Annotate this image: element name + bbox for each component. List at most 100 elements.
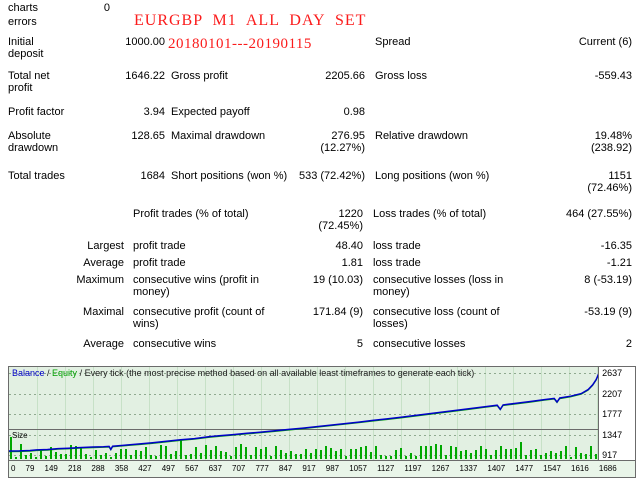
volume-bar xyxy=(350,449,352,459)
initial-deposit-value: 1000.00 xyxy=(125,36,165,48)
volume-bar xyxy=(280,450,282,459)
volume-bar xyxy=(85,454,87,459)
size-pane-separator xyxy=(9,429,599,430)
chart-legend: Balance / Equity / Every tick (the most … xyxy=(12,368,474,378)
x-tick-label: 427 xyxy=(138,464,152,473)
relative-drawdown-label: Relative drawdown xyxy=(375,130,468,142)
short-positions-value: 533 (72.42%) xyxy=(298,170,365,182)
long-positions-value: 1151 (72.46%) xyxy=(587,170,632,194)
row-total-net-profit: Total net profit 1646.22 Gross profit 22… xyxy=(8,70,640,94)
largest-profit-trade-value: 48.40 xyxy=(335,240,363,252)
y-tick-label: 2637 xyxy=(602,368,623,378)
x-tick-label: 1547 xyxy=(543,464,561,473)
volume-bar xyxy=(235,447,237,459)
maximal-consecutive-loss-label: consecutive loss (count of losses) xyxy=(373,306,500,330)
gross-loss-label: Gross loss xyxy=(375,70,427,82)
volume-bar xyxy=(125,449,127,459)
vertical-gridline xyxy=(261,367,262,460)
volume-bar xyxy=(250,455,252,459)
x-tick-label: 1477 xyxy=(515,464,534,473)
volume-bar xyxy=(590,446,592,459)
x-tick-label: 149 xyxy=(44,464,58,473)
volume-bar xyxy=(485,449,487,459)
volume-bar xyxy=(480,446,482,459)
row-average-consecutive: Average consecutive wins 5 consecutive l… xyxy=(8,338,640,350)
volume-bar xyxy=(155,456,157,459)
volume-bar xyxy=(15,457,17,459)
volume-bar xyxy=(345,456,347,459)
x-tick-label: 1197 xyxy=(404,464,422,473)
vertical-gridline xyxy=(457,367,458,460)
vertical-gridline xyxy=(513,367,514,460)
average-loss-trade-value: -1.21 xyxy=(606,257,632,269)
x-tick-label: 567 xyxy=(185,464,199,473)
volume-bar xyxy=(185,455,187,459)
largest-profit-trade-label: profit trade xyxy=(133,240,186,252)
total-trades-value: 1684 xyxy=(140,170,165,182)
volume-bar xyxy=(430,446,432,459)
equity-polyline xyxy=(9,374,599,453)
vertical-gridline xyxy=(317,367,318,460)
volume-bar xyxy=(400,448,402,459)
row-maximal-consecutive: Maximal consecutive profit (count of win… xyxy=(8,306,640,330)
strategy-tester-report: charts 0 errors Initial deposit 1000.00 … xyxy=(8,2,640,350)
x-tick-label: 358 xyxy=(114,464,129,473)
volume-bar xyxy=(490,455,492,459)
volume-bar xyxy=(550,451,552,459)
volume-bar xyxy=(450,446,452,459)
volume-bar xyxy=(540,455,542,459)
volume-bar xyxy=(365,446,367,459)
expected-payoff-label: Expected payoff xyxy=(171,106,250,118)
vertical-gridline xyxy=(345,367,346,460)
volume-bar xyxy=(285,453,287,459)
volume-bar xyxy=(555,453,557,459)
volume-bar xyxy=(390,456,392,459)
average-consecutive-wins-value: 5 xyxy=(356,338,363,350)
volume-bar xyxy=(575,447,577,459)
volume-bar xyxy=(95,450,97,459)
volume-bar xyxy=(500,446,502,459)
volume-bar xyxy=(160,445,162,459)
volume-bar xyxy=(455,447,457,459)
volume-bar xyxy=(255,447,257,459)
volume-bar xyxy=(75,446,77,459)
volume-bar xyxy=(310,453,312,459)
volume-bar xyxy=(360,447,362,459)
vertical-gridline xyxy=(373,367,374,460)
volume-bar xyxy=(295,454,297,459)
vertical-gridline xyxy=(37,367,38,460)
balance-chart: Balance / Equity / Every tick (the most … xyxy=(8,366,636,478)
maximal-consecutive-profit-value: 171.84 (9) xyxy=(312,306,363,318)
volume-bar xyxy=(110,457,112,459)
volume-bar xyxy=(165,446,167,459)
volume-bar xyxy=(515,448,517,459)
volume-bar xyxy=(470,453,472,459)
ea-title-annotation: EURGBP M1 ALL DAY SET xyxy=(134,12,367,29)
largest-loss-trade-value: -16.35 xyxy=(600,240,632,252)
volume-bar xyxy=(70,445,72,459)
volume-bar xyxy=(435,444,437,459)
volume-bar xyxy=(130,455,132,459)
x-tick-label: 1616 xyxy=(571,464,589,473)
average-profit-trade-label: profit trade xyxy=(133,257,186,269)
vertical-gridline xyxy=(121,367,122,460)
chart-x-labels: 0 79 149 218 288 358 427 497 567 637 707 777 847 917 9… xyxy=(9,461,617,473)
volume-bar xyxy=(385,456,387,459)
volume-bar xyxy=(380,455,382,459)
y-tick-label: 2207 xyxy=(602,388,623,399)
volume-bar xyxy=(270,456,272,459)
volume-bar xyxy=(145,447,147,459)
legend-equity-label: Equity xyxy=(52,368,78,378)
volume-bar xyxy=(10,437,12,459)
volume-bar xyxy=(315,449,317,459)
x-tick-label: 987 xyxy=(325,464,340,473)
vertical-gridline xyxy=(541,367,542,460)
volume-bar xyxy=(40,449,42,459)
size-pane-label: Size xyxy=(12,431,28,440)
volume-bar xyxy=(150,455,152,459)
total-net-profit-label: Total net profit xyxy=(8,70,50,94)
volume-bar xyxy=(190,454,192,459)
profit-factor-value: 3.94 xyxy=(143,106,165,118)
x-tick-label: 0 xyxy=(11,464,16,473)
x-tick-label: 79 xyxy=(25,464,35,473)
